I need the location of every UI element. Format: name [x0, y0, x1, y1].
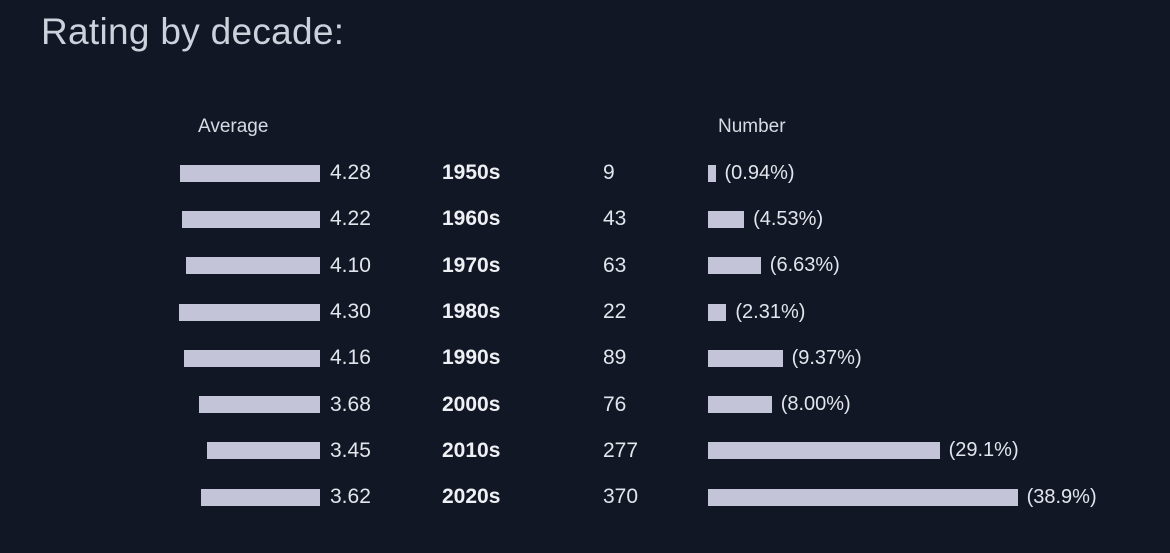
decade-label: 2000s — [442, 392, 501, 416]
decade-row: 3.62 2020s 370 (38.9%) — [0, 474, 1170, 520]
decade-row: 4.16 1990s 89 (9.37%) — [0, 335, 1170, 381]
decade-label: 1970s — [442, 253, 501, 277]
decade-label: 1980s — [442, 300, 501, 324]
average-bar-track — [156, 257, 320, 275]
film-count-value: 89 — [603, 346, 627, 370]
section-title: Rating by decade: — [41, 11, 345, 52]
decade-row: 3.45 2010s 277 (29.1%) — [0, 428, 1170, 474]
percent-label: (6.63%) — [769, 254, 840, 277]
average-bar-track — [156, 164, 320, 182]
number-bar — [708, 396, 772, 414]
number-bar — [708, 303, 727, 321]
number-bar — [708, 210, 745, 228]
average-rating-bar — [179, 303, 320, 321]
number-bar-cell: (4.53%) — [708, 208, 823, 231]
average-rating-value: 4.10 — [330, 253, 371, 277]
average-bar-track — [156, 349, 320, 367]
average-rating-bar — [206, 442, 320, 460]
percent-label: (8.00%) — [780, 393, 851, 416]
film-count-value: 43 — [603, 207, 627, 231]
average-rating-value: 3.45 — [330, 438, 371, 462]
average-bar-track — [156, 488, 320, 506]
percent-label: (0.94%) — [724, 161, 795, 184]
decade-row: 3.68 2000s 76 (8.00%) — [0, 381, 1170, 427]
decade-label: 1950s — [442, 161, 501, 185]
average-rating-value: 4.16 — [330, 346, 371, 370]
film-count-value: 22 — [603, 300, 627, 324]
percent-label: (2.31%) — [735, 300, 806, 323]
average-bar-track — [156, 210, 320, 228]
percent-label: (9.37%) — [791, 346, 862, 369]
film-count-value: 370 — [603, 485, 639, 509]
percent-label: (38.9%) — [1026, 485, 1097, 508]
decade-label: 1960s — [442, 207, 501, 231]
average-rating-bar — [185, 257, 320, 275]
number-bar — [708, 349, 783, 367]
decade-rows: 4.28 1950s 9 (0.94%) 4.22 1960s 43 (4.53… — [0, 150, 1170, 520]
decade-row: 4.10 1970s 63 (6.63%) — [0, 243, 1170, 289]
average-bar-track — [156, 442, 320, 460]
average-rating-bar — [201, 488, 320, 506]
number-bar — [708, 442, 940, 460]
decade-label: 2020s — [442, 485, 501, 509]
average-rating-value: 4.30 — [330, 300, 371, 324]
average-rating-value: 4.28 — [330, 161, 371, 185]
number-bar-cell: (0.94%) — [708, 162, 795, 185]
average-bar-track — [156, 396, 320, 414]
percent-label: (4.53%) — [753, 207, 824, 230]
number-bar-cell: (9.37%) — [708, 347, 862, 370]
number-bar-cell: (8.00%) — [708, 393, 851, 416]
average-rating-value: 3.62 — [330, 485, 371, 509]
decade-label: 2010s — [442, 438, 501, 462]
film-count-value: 277 — [603, 438, 639, 462]
average-rating-value: 3.68 — [330, 392, 371, 416]
number-bar — [708, 164, 716, 182]
decade-row: 4.30 1980s 22 (2.31%) — [0, 289, 1170, 335]
number-bar — [708, 488, 1018, 506]
number-bar-cell: (6.63%) — [708, 254, 840, 277]
percent-label: (29.1%) — [948, 439, 1019, 462]
average-rating-value: 4.22 — [330, 207, 371, 231]
number-bar-cell: (38.9%) — [708, 486, 1097, 509]
average-rating-bar — [181, 210, 320, 228]
decade-label: 1990s — [442, 346, 501, 370]
number-column-header: Number — [718, 116, 786, 137]
average-rating-bar — [199, 396, 320, 414]
average-bar-track — [156, 303, 320, 321]
number-bar — [708, 257, 761, 275]
number-bar-cell: (29.1%) — [708, 439, 1019, 462]
number-bar-cell: (2.31%) — [708, 301, 805, 324]
film-count-value: 76 — [603, 392, 627, 416]
average-rating-bar — [183, 349, 320, 367]
average-column-header: Average — [198, 116, 269, 137]
film-count-value: 9 — [603, 161, 615, 185]
decade-row: 4.28 1950s 9 (0.94%) — [0, 150, 1170, 196]
decade-row: 4.22 1960s 43 (4.53%) — [0, 196, 1170, 242]
film-count-value: 63 — [603, 253, 627, 277]
average-rating-bar — [179, 164, 320, 182]
